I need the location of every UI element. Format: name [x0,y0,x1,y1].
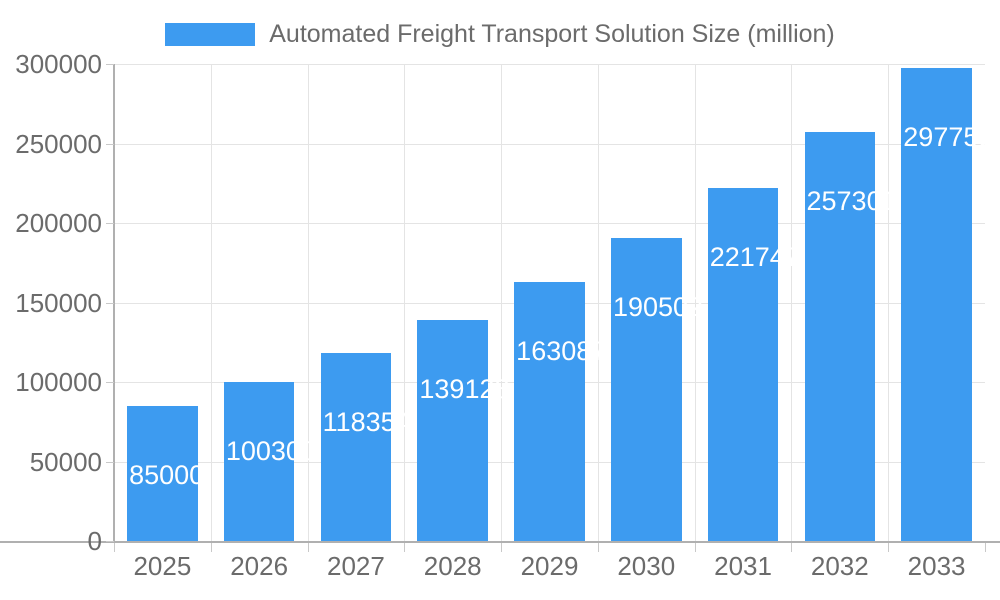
x-axis-tick-label: 2026 [230,551,289,581]
bar[interactable] [320,352,392,541]
y-axis-tick-label: 300000 [15,49,102,79]
gridline-vertical [598,64,599,541]
gridline-vertical [888,64,889,541]
x-axis-tick-mark [210,543,212,552]
bar[interactable] [417,319,489,541]
plot-area: 85000 100300 118354 139128 163087 190502 22174… [114,64,993,542]
y-axis-tick-label: 250000 [15,128,102,159]
y-axis-tick-mark [106,541,114,542]
bar[interactable] [804,131,876,541]
bar[interactable] [707,188,779,541]
y-axis-tick-label: 0 [87,526,102,556]
x-axis-tick-label: 2029 [520,551,579,581]
y-axis-tick-label: 50000 [29,446,102,477]
gridline-vertical [791,64,792,541]
bar-value-label: 100300 [225,435,316,466]
x-axis-tick-mark [791,543,793,552]
bar[interactable] [223,381,295,541]
bar[interactable] [127,405,198,541]
x-axis-tick-mark [694,543,696,552]
bar[interactable] [901,67,972,541]
gridline-horizontal [114,64,985,65]
bar-value-label: 297755 [903,121,994,152]
gridline-horizontal [114,143,985,145]
x-axis-tick-label: 2033 [907,551,966,581]
bar[interactable] [514,281,585,541]
x-axis-tick-label: 2028 [423,551,482,581]
x-axis-tick-label: 2027 [327,551,385,581]
x-axis-tick-mark [307,543,309,552]
y-axis-tick-mark [106,302,114,304]
bar-value-label: 190502 [612,292,704,323]
bar-value-label: 221747 [709,242,800,273]
x-axis-tick-label: 2030 [617,551,676,581]
x-axis-tick-mark [501,543,503,552]
bar[interactable] [610,238,682,541]
bar-value-label: 118354 [322,406,411,437]
gridline-vertical [308,64,309,541]
bar-value-label: 85000 [129,459,205,490]
gridline-vertical [501,64,502,541]
y-axis-tick-mark [106,143,114,145]
x-axis-tick-mark [888,543,890,552]
x-axis-line [0,541,1000,543]
x-axis-tick-mark [597,543,599,552]
y-axis-tick-label: 150000 [15,287,102,318]
gridline-vertical [695,64,696,541]
x-axis-tick-label: 2031 [714,551,772,581]
x-axis-tick-label: 2025 [133,551,192,581]
gridline-vertical [211,64,212,541]
x-axis-tick-mark [985,543,986,552]
legend-color-swatch[interactable] [165,22,256,46]
bar-value-label: 163087 [516,335,607,366]
y-axis-line [113,64,115,542]
bar-value-label: 139128 [419,373,510,404]
y-axis-tick-mark [106,223,114,224]
legend-label: Automated Freight Transport Solution Siz… [269,19,835,48]
y-axis-tick-label: 100000 [15,367,102,397]
x-axis-tick-mark [114,543,115,552]
chart-legend: Automated Freight Transport Solution Siz… [0,14,1000,54]
y-axis-tick-mark [106,382,114,383]
bar-value-label: 257301 [806,185,897,216]
x-axis-tick-label: 2032 [810,551,869,581]
y-axis-tick-label: 200000 [15,208,102,238]
y-axis-tick-mark [106,461,114,463]
x-axis-tick-mark [404,543,406,552]
y-axis-tick-mark [106,64,114,65]
gridline-horizontal [114,223,985,224]
gridline-vertical [404,64,405,541]
